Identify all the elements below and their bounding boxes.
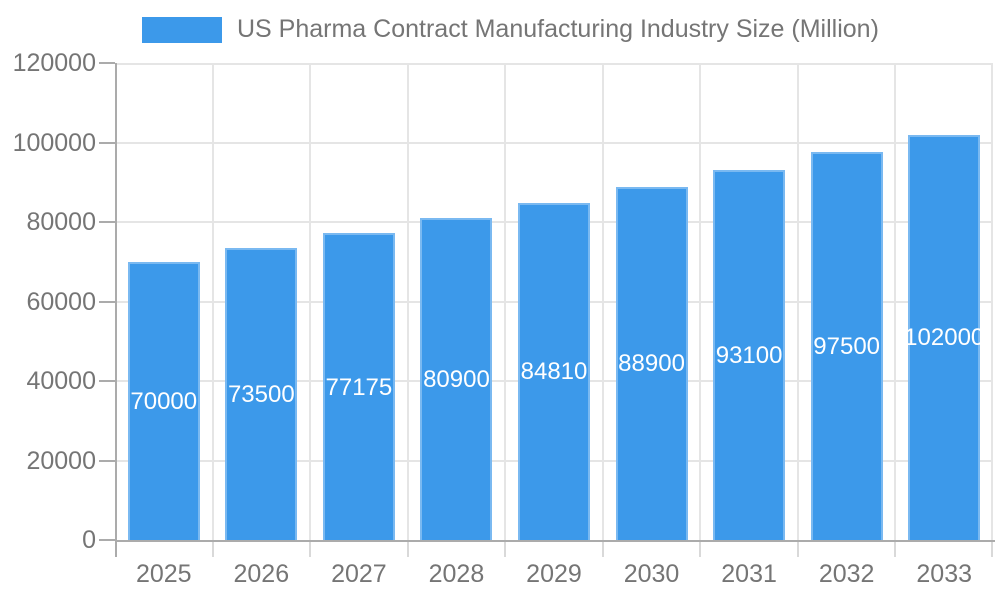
x-axis-label-2031: 2031 bbox=[721, 560, 777, 588]
bar-2026[interactable]: 73500 bbox=[225, 247, 298, 540]
bar-value-label: 97500 bbox=[813, 333, 881, 361]
bar-2027[interactable]: 77175 bbox=[322, 233, 395, 540]
v-gridline bbox=[309, 63, 312, 540]
x-axis-label-2029: 2029 bbox=[526, 560, 582, 588]
x-tick bbox=[601, 542, 604, 557]
x-tick bbox=[406, 542, 409, 557]
plot-area: 70000 73500 77175 80900 84810 88900 93100 97500… bbox=[115, 63, 993, 540]
y-axis-label: 40000 bbox=[26, 367, 96, 395]
x-tick bbox=[309, 542, 312, 557]
legend-item[interactable]: US Pharma Contract Manufacturing Industr… bbox=[142, 15, 879, 44]
x-tick bbox=[796, 542, 799, 557]
h-gridline bbox=[115, 63, 993, 65]
y-axis-label: 60000 bbox=[26, 287, 96, 316]
legend-swatch bbox=[142, 16, 222, 43]
bar-value-label: 102000 bbox=[904, 324, 985, 352]
bar-2025[interactable]: 70000 bbox=[127, 261, 200, 540]
v-gridline bbox=[406, 63, 409, 540]
bar-2033[interactable]: 102000 bbox=[904, 134, 984, 540]
y-tick bbox=[99, 62, 115, 64]
y-tick bbox=[99, 539, 115, 541]
bar-value-label: 73500 bbox=[227, 380, 295, 408]
h-gridline bbox=[115, 141, 993, 144]
bar-2032[interactable]: 97500 bbox=[810, 152, 883, 540]
y-tick bbox=[99, 380, 115, 382]
v-gridline bbox=[894, 63, 897, 540]
v-gridline bbox=[699, 63, 702, 540]
x-tick bbox=[504, 542, 507, 557]
legend-label: US Pharma Contract Manufacturing Industr… bbox=[237, 15, 879, 43]
bar-2028[interactable]: 80900 bbox=[420, 218, 493, 540]
x-axis-label-2025: 2025 bbox=[135, 560, 192, 588]
v-gridline bbox=[796, 63, 799, 540]
x-axis-label-2027: 2027 bbox=[331, 560, 387, 588]
x-axis-label-2033: 2033 bbox=[916, 560, 973, 588]
bar-value-label: 88900 bbox=[618, 350, 685, 378]
x-axis-label-2028: 2028 bbox=[428, 560, 485, 588]
v-gridline bbox=[991, 63, 993, 540]
y-tick bbox=[99, 141, 115, 144]
bar-value-label: 93100 bbox=[715, 341, 783, 369]
bar-value-label: 70000 bbox=[130, 387, 198, 415]
x-tick bbox=[894, 542, 897, 557]
bar-value-label: 84810 bbox=[520, 358, 588, 386]
y-axis-label: 20000 bbox=[26, 446, 96, 475]
x-axis-label-2032: 2032 bbox=[818, 560, 875, 588]
v-gridline bbox=[504, 63, 507, 540]
x-tick bbox=[699, 542, 702, 557]
v-gridline bbox=[601, 63, 604, 540]
x-axis-label-2026: 2026 bbox=[233, 560, 290, 588]
y-axis-label: 0 bbox=[82, 526, 96, 554]
y-tick bbox=[99, 459, 115, 462]
y-tick bbox=[99, 300, 115, 303]
x-axis-line bbox=[115, 540, 995, 542]
y-axis-label: 120000 bbox=[12, 49, 96, 77]
y-axis-label: 80000 bbox=[26, 208, 96, 236]
bar-value-label: 77175 bbox=[325, 373, 393, 401]
x-axis-label-2030: 2030 bbox=[623, 560, 680, 588]
y-tick bbox=[99, 221, 115, 223]
bar-value-label: 80900 bbox=[423, 366, 490, 394]
y-axis-line bbox=[115, 63, 117, 557]
x-tick bbox=[991, 542, 993, 557]
bar-2029[interactable]: 84810 bbox=[518, 202, 590, 540]
x-tick bbox=[211, 542, 214, 557]
v-gridline bbox=[211, 63, 214, 540]
bar-2030[interactable]: 88900 bbox=[615, 186, 688, 540]
bar-2031[interactable]: 93100 bbox=[713, 169, 786, 540]
y-axis-label: 100000 bbox=[12, 128, 96, 157]
